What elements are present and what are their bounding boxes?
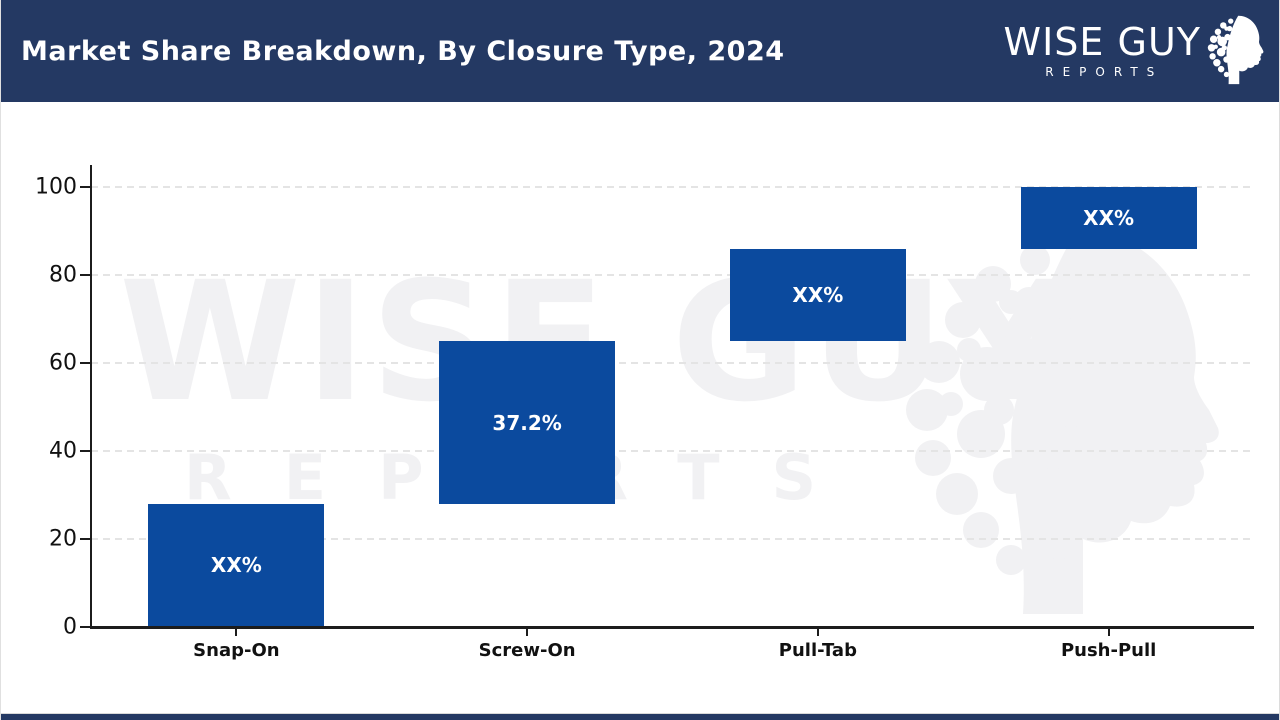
x-axis-line [90, 625, 1254, 629]
y-gridline [91, 537, 1254, 540]
bar-value-label: XX% [210, 553, 262, 578]
y-tick-mark [80, 186, 91, 189]
y-tick-label: 0 [63, 614, 77, 639]
y-gridline [91, 186, 1254, 189]
footer-divider [1, 713, 1279, 714]
chart-title: Market Share Breakdown, By Closure Type,… [21, 35, 785, 67]
y-gridline [91, 361, 1254, 364]
wiseguy-logo: WISE GUY REPORTS [1004, 11, 1267, 91]
y-tick-label: 80 [49, 262, 77, 288]
y-tick-mark [80, 625, 91, 628]
y-tick-label: 100 [35, 174, 77, 200]
y-tick-mark [80, 449, 91, 452]
x-tick-mark [816, 628, 819, 636]
x-tick-mark [526, 628, 529, 636]
bar-value-label: XX% [1083, 205, 1135, 230]
x-tick-label: Push-Pull [1060, 639, 1157, 661]
bar-value-label: 37.2% [492, 410, 562, 435]
x-tick-mark [235, 628, 238, 636]
x-tick-label: Snap-On [193, 639, 280, 661]
bar-value-label: XX% [792, 282, 844, 307]
y-tick-label: 60 [49, 350, 77, 376]
y-tick-mark [80, 273, 91, 276]
x-tick-label: Screw-On [478, 639, 576, 661]
x-tick-label: Pull-Tab [778, 639, 857, 661]
wiseguy-logo-text: WISE GUY REPORTS [1004, 23, 1201, 79]
y-tick-label: 40 [49, 438, 77, 464]
logo-subtitle: REPORTS [1045, 65, 1164, 79]
footer-bar [1, 714, 1279, 720]
y-axis-line [90, 165, 92, 629]
y-gridline [91, 273, 1254, 276]
wiseguy-head-icon [1207, 15, 1264, 85]
bar-screw-on: 37.2% [439, 340, 616, 505]
y-tick-mark [80, 537, 91, 540]
y-gridline [91, 449, 1254, 452]
bar-pull-tab: XX% [729, 248, 906, 341]
y-tick-mark [80, 361, 91, 364]
x-tick-mark [1107, 628, 1110, 636]
bar-push-pull: XX% [1020, 187, 1197, 249]
header-bar: Market Share Breakdown, By Closure Type,… [1, 0, 1279, 102]
logo-wordmark: WISE GUY [1003, 20, 1201, 64]
bar-snap-on: XX% [148, 504, 325, 627]
y-tick-label: 20 [49, 526, 77, 552]
